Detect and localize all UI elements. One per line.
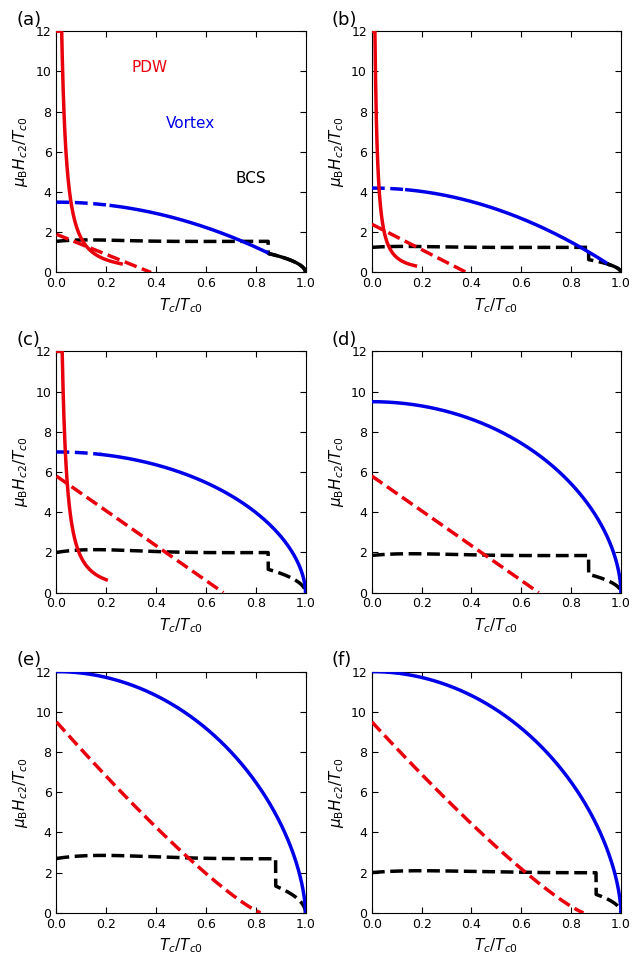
- Y-axis label: $\mu_{\mathrm{B}} H_{c2}/T_{c0}$: $\mu_{\mathrm{B}} H_{c2}/T_{c0}$: [327, 117, 345, 187]
- Text: (f): (f): [332, 651, 352, 669]
- Text: (a): (a): [17, 11, 42, 29]
- Y-axis label: $\mu_{\mathrm{B}} H_{c2}/T_{c0}$: $\mu_{\mathrm{B}} H_{c2}/T_{c0}$: [327, 756, 345, 828]
- Y-axis label: $\mu_{\mathrm{B}} H_{c2}/T_{c0}$: $\mu_{\mathrm{B}} H_{c2}/T_{c0}$: [11, 437, 30, 507]
- Y-axis label: $\mu_{\mathrm{B}} H_{c2}/T_{c0}$: $\mu_{\mathrm{B}} H_{c2}/T_{c0}$: [11, 756, 30, 828]
- X-axis label: $T_c/T_{c0}$: $T_c/T_{c0}$: [159, 296, 203, 315]
- Text: (d): (d): [332, 331, 358, 349]
- Text: (e): (e): [17, 651, 42, 669]
- X-axis label: $T_c/T_{c0}$: $T_c/T_{c0}$: [474, 296, 519, 315]
- X-axis label: $T_c/T_{c0}$: $T_c/T_{c0}$: [159, 616, 203, 635]
- Text: PDW: PDW: [131, 60, 168, 75]
- X-axis label: $T_c/T_{c0}$: $T_c/T_{c0}$: [474, 936, 519, 954]
- Y-axis label: $\mu_{\mathrm{B}} H_{c2}/T_{c0}$: $\mu_{\mathrm{B}} H_{c2}/T_{c0}$: [327, 437, 345, 507]
- X-axis label: $T_c/T_{c0}$: $T_c/T_{c0}$: [474, 616, 519, 635]
- Text: Vortex: Vortex: [166, 116, 215, 130]
- Y-axis label: $\mu_{\mathrm{B}} H_{c2}/T_{c0}$: $\mu_{\mathrm{B}} H_{c2}/T_{c0}$: [11, 117, 30, 187]
- X-axis label: $T_c/T_{c0}$: $T_c/T_{c0}$: [159, 936, 203, 954]
- Text: BCS: BCS: [236, 171, 266, 186]
- Text: (c): (c): [17, 331, 40, 349]
- Text: (b): (b): [332, 11, 358, 29]
